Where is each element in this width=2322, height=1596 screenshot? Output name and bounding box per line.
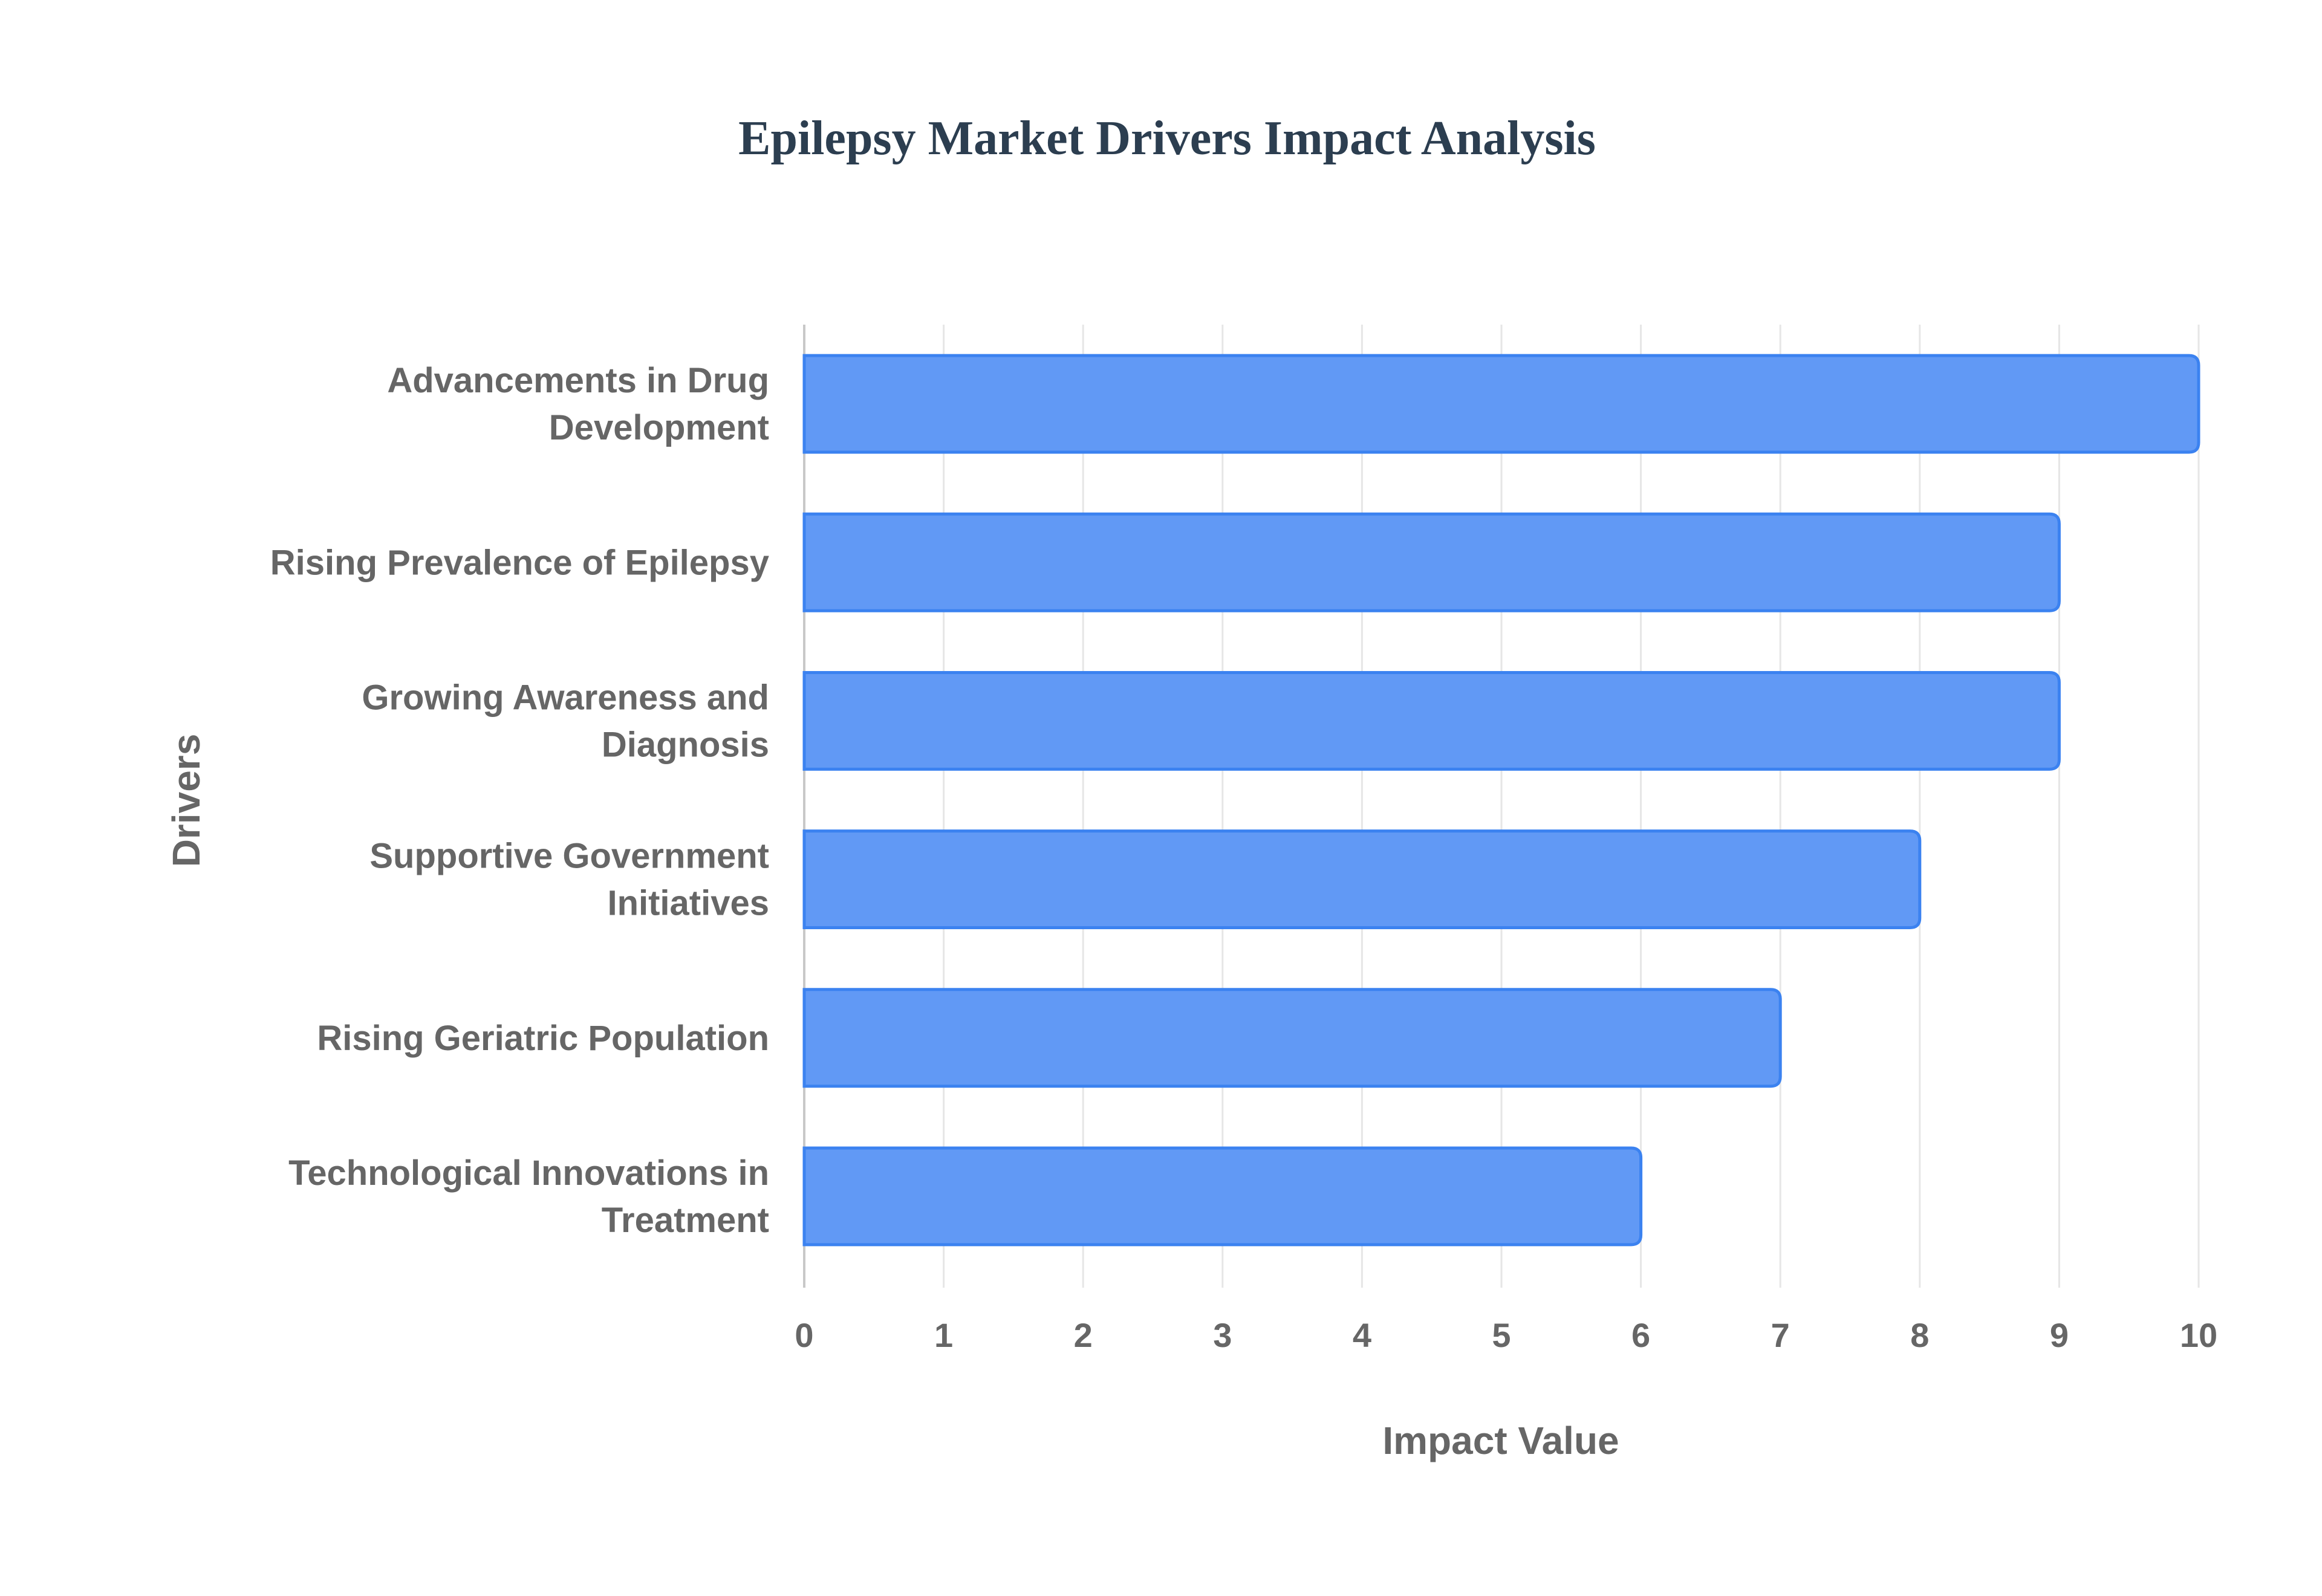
- category-label-line: Diagnosis: [602, 725, 769, 764]
- chart-title: Epilepsy Market Drivers Impact Analysis: [738, 112, 1596, 165]
- category-label: Advancements in Drug Development: [387, 361, 769, 447]
- x-tick-label: 0: [795, 1316, 813, 1354]
- bar[interactable]: [802, 829, 1922, 930]
- category-label-line: Advancements in Drug: [387, 361, 769, 400]
- bar[interactable]: [802, 670, 2061, 771]
- gridlines: [803, 325, 2200, 1288]
- category-label-line: Rising Prevalence of Epilepsy: [270, 543, 769, 582]
- category-label: Technological Innovations in Treatment: [288, 1153, 769, 1240]
- x-tick-label: 5: [1492, 1316, 1511, 1354]
- category-label-line: Initiatives: [607, 884, 769, 923]
- x-tick-label: 1: [934, 1316, 953, 1354]
- category-label: Supportive Government Initiatives: [369, 837, 769, 923]
- bars: [802, 354, 2200, 1247]
- x-tick-label: 6: [1631, 1316, 1650, 1354]
- bar[interactable]: [802, 512, 2061, 612]
- category-label: Rising Geriatric Population: [317, 1019, 769, 1058]
- category-label: Rising Prevalence of Epilepsy: [270, 543, 769, 582]
- bar[interactable]: [802, 354, 2200, 454]
- category-label-line: Treatment: [602, 1201, 769, 1240]
- y-axis-title: Drivers: [164, 734, 208, 868]
- bar[interactable]: [802, 988, 1782, 1088]
- category-label-line: Rising Geriatric Population: [317, 1019, 769, 1058]
- x-axis-title: Impact Value: [1382, 1419, 1619, 1462]
- category-label-line: Supportive Government: [369, 837, 769, 876]
- x-tick-labels: 0 1 2 3 4 5 6 7 8 9 10: [795, 1316, 2217, 1354]
- category-label-line: Development: [549, 408, 769, 447]
- category-label: Growing Awareness and Diagnosis: [362, 678, 769, 764]
- x-tick-label: 8: [1910, 1316, 1929, 1354]
- category-label-line: Growing Awareness and: [362, 678, 769, 717]
- x-tick-label: 2: [1074, 1316, 1093, 1354]
- x-tick-label: 4: [1353, 1316, 1371, 1354]
- category-labels: Advancements in Drug Development Rising Pr…: [270, 361, 769, 1240]
- bar[interactable]: [802, 1146, 1643, 1247]
- x-tick-label: 7: [1771, 1316, 1790, 1354]
- x-tick-label: 10: [2180, 1316, 2217, 1354]
- x-tick-label: 9: [2050, 1316, 2069, 1354]
- x-tick-label: 3: [1213, 1316, 1232, 1354]
- category-label-line: Technological Innovations in: [288, 1153, 769, 1193]
